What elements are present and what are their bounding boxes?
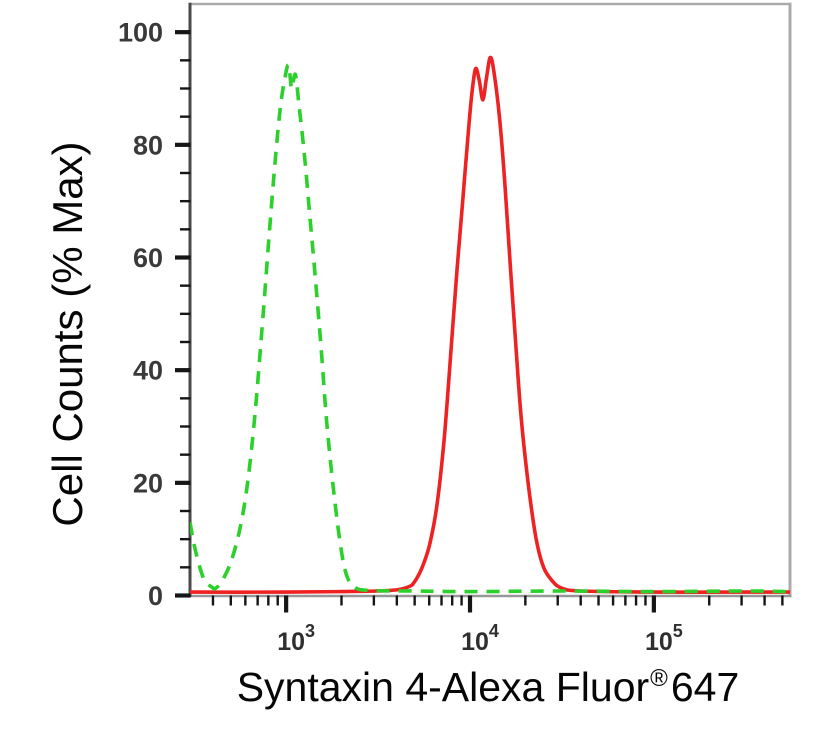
red-solid-curve [190,55,790,594]
x-tick-label: 103 [277,621,315,656]
x-tick-label: 104 [461,621,499,656]
histogram-curves [190,55,790,594]
y-tick-label: 20 [133,468,163,498]
x-axis-ticks [211,595,784,613]
registered-trademark-icon: ® [650,665,668,693]
y-axis-title-text: Cell Counts (% Max) [44,141,91,527]
y-axis-ticks [175,30,191,598]
x-tick-label: 105 [645,621,683,656]
y-axis-title: Cell Counts (% Max) [43,14,93,654]
y-axis-tick-labels: 0 20 40 60 80 100 [118,18,163,611]
x-axis-title-text: Syntaxin 4-Alexa Fluor [236,664,650,710]
x-axis-title-suffix: 647 [670,664,740,710]
y-tick-label: 0 [148,581,163,611]
y-tick-label: 60 [133,243,163,273]
green-dashed-curve [190,62,790,594]
plot-frame [188,2,792,598]
x-axis-tick-labels: 103 104 105 [277,621,683,656]
y-tick-label: 100 [118,18,163,48]
x-axis-title: Syntaxin 4-Alexa Fluor®647 [188,662,788,714]
y-tick-label: 40 [133,356,163,386]
y-tick-label: 80 [133,130,163,160]
